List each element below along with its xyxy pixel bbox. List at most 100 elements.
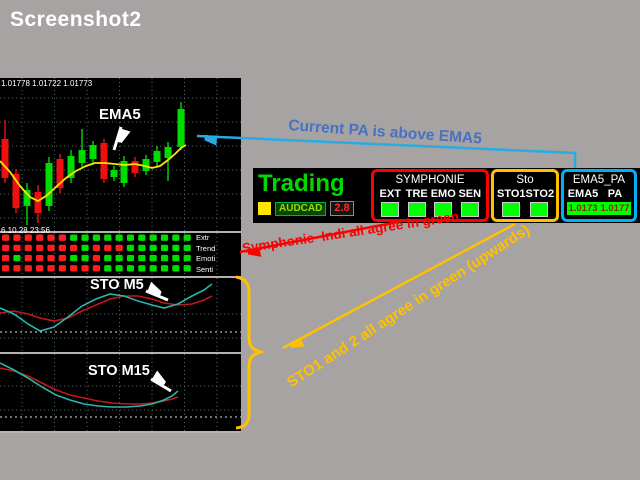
sentiment-dot (81, 265, 89, 272)
sentiment-dot (13, 234, 21, 241)
sto-main-line (0, 283, 213, 332)
sentiment-dot (92, 234, 100, 241)
ema5-value: 1.0173 (568, 203, 598, 214)
sentiment-dot (172, 244, 180, 252)
sentiment-dot (24, 244, 32, 252)
row-label-senti: Senti (196, 264, 214, 274)
sentiment-dot (70, 265, 78, 272)
sentiment-dot (58, 254, 66, 262)
sentiment-dot (172, 254, 180, 262)
sentiment-dot (160, 244, 169, 252)
trading-dashboard: Trading AUDCAD 2.8 SYMPHONIE EXT TRE EMO… (253, 168, 640, 223)
sentiment-dot (126, 244, 135, 252)
sentiment-dot (13, 254, 21, 262)
sentiment-dot (138, 254, 146, 262)
sentiment-dot (104, 265, 112, 272)
row-label-trend: Trend (196, 243, 216, 253)
sto-m15-panel (0, 354, 241, 431)
spread-value: 2.8 (330, 201, 354, 216)
sentiment-dot (2, 254, 10, 262)
ema5-pa-title: EMA5_PA (572, 174, 626, 186)
sentiment-dot (160, 234, 169, 241)
sentiment-dot (160, 254, 169, 262)
col-ext: EXT (379, 188, 401, 200)
sentiment-dot (115, 254, 123, 262)
sentiment-dot (115, 244, 123, 252)
sto-m5-label: STO M5 (90, 277, 144, 293)
tre-status-indicator (407, 202, 426, 217)
ema5-pa-box: EMA5_PA EMA5 PA 1.0173 1.0177 (561, 169, 637, 222)
sentiment-dot (160, 265, 169, 272)
sentiment-dot (47, 234, 55, 241)
col-ema5: EMA5 (567, 188, 599, 200)
candle-body (1, 139, 9, 178)
col-emo: EMO (430, 188, 456, 200)
sentiment-dot (104, 234, 112, 241)
annotation-pa-above-ema5: Current PA is above EMA5 (287, 117, 483, 148)
sto-signal-line (0, 295, 213, 322)
panel-toggle-square[interactable] (258, 202, 271, 215)
pa-value: 1.0177 (600, 203, 630, 214)
row-label-emoti: Emoti (196, 254, 216, 263)
candle-body (67, 156, 75, 178)
sentiment-dot (126, 234, 135, 241)
symphonie-indicator-panel (2, 233, 218, 276)
candle-body (78, 150, 86, 163)
panel-separator (0, 276, 241, 278)
annotation-sto-green: STO1 and 2 all agree in green (upwards) (284, 221, 533, 392)
symphonie-box-title: SYMPHONIE (395, 174, 465, 186)
trading-title: Trading (258, 170, 345, 197)
sentiment-dot (2, 234, 10, 241)
sentiment-dot (58, 234, 66, 241)
quote-line: 1.01778 1.01722 1.01773 (1, 79, 93, 88)
sentiment-dot (115, 234, 123, 241)
candle-body (89, 145, 97, 159)
col-sen: SEN (458, 188, 482, 200)
sentiment-dot (47, 265, 55, 272)
sentiment-dot (183, 265, 191, 272)
sentiment-dot (2, 244, 10, 252)
sentiment-dot (172, 265, 180, 272)
candle-body (164, 147, 172, 158)
col-sto1: STO1 (497, 188, 526, 200)
candle-body (45, 163, 53, 206)
sentiment-dot (149, 244, 157, 252)
sentiment-dot (81, 244, 89, 252)
candle-body (120, 161, 128, 183)
page-title: Screenshot2 (10, 8, 142, 31)
sentiment-dot (70, 244, 78, 252)
sentiment-dot (36, 234, 44, 241)
price-chart (0, 78, 241, 231)
sentiment-dot (92, 265, 100, 272)
sentiment-dot (24, 254, 32, 262)
sentiment-dot (47, 244, 55, 252)
candle-body (34, 192, 42, 213)
sentiment-dot (126, 265, 135, 272)
trading-brand-column: Trading AUDCAD 2.8 (253, 168, 365, 223)
ema5-chart-label: EMA5 (99, 106, 141, 123)
sto-box-title: Sto (516, 174, 534, 186)
sto-m15-label: STO M15 (88, 363, 150, 379)
sentiment-dot (47, 254, 55, 262)
candle-body (131, 161, 139, 173)
sen-status-indicator (460, 202, 479, 217)
emo-status-indicator (434, 202, 453, 217)
candle-body (23, 190, 31, 206)
price-values-bar: 1.0173 1.0177 (567, 202, 631, 215)
col-pa: PA (607, 188, 623, 200)
symbol-label[interactable]: AUDCAD (275, 201, 327, 216)
sentiment-dot (104, 254, 112, 262)
sentiment-dot (104, 244, 112, 252)
sto-status-box: Sto STO1 STO2 (491, 169, 559, 222)
sentiment-dot (92, 254, 100, 262)
candle-body (100, 143, 108, 179)
sentiment-dot (24, 234, 32, 241)
sentiment-dot (36, 254, 44, 262)
symphonie-row-labels: Extr Trend Emoti Senti (196, 233, 215, 275)
sentiment-dot (149, 265, 157, 272)
col-tre: TRE (405, 188, 428, 200)
sentiment-dot (138, 265, 146, 272)
sentiment-dot (58, 244, 66, 252)
candle-body (56, 159, 64, 188)
